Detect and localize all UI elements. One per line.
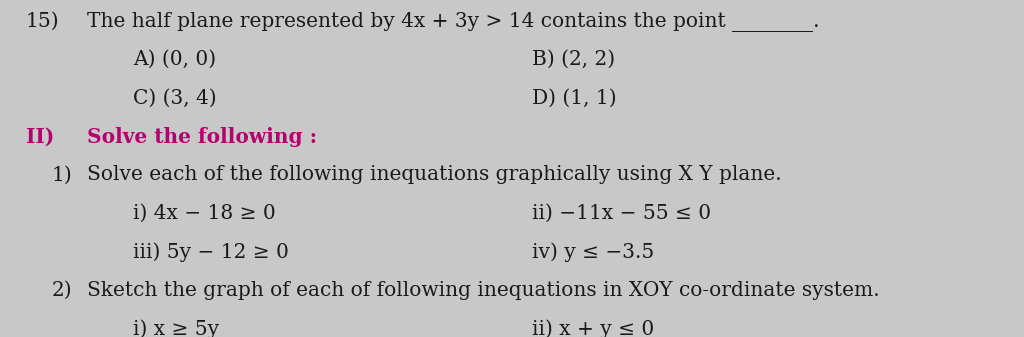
Text: Solve the following :: Solve the following :	[87, 127, 317, 147]
Text: iv) y ≤ −3.5: iv) y ≤ −3.5	[532, 242, 654, 262]
Text: 2): 2)	[51, 281, 72, 300]
Text: The half plane represented by 4x + 3y > 14 contains the point ________.: The half plane represented by 4x + 3y > …	[87, 12, 819, 32]
Text: B) (2, 2): B) (2, 2)	[532, 50, 615, 69]
Text: ii) −11x − 55 ≤ 0: ii) −11x − 55 ≤ 0	[532, 204, 712, 223]
Text: II): II)	[26, 127, 54, 147]
Text: iii) 5y − 12 ≥ 0: iii) 5y − 12 ≥ 0	[133, 242, 289, 262]
Text: 1): 1)	[51, 165, 72, 184]
Text: i) 4x − 18 ≥ 0: i) 4x − 18 ≥ 0	[133, 204, 275, 223]
Text: Sketch the graph of each of following inequations in XOY co-ordinate system.: Sketch the graph of each of following in…	[87, 281, 880, 300]
Text: A) (0, 0): A) (0, 0)	[133, 50, 216, 69]
Text: D) (1, 1): D) (1, 1)	[532, 89, 617, 108]
Text: i) x ≥ 5y: i) x ≥ 5y	[133, 319, 219, 337]
Text: 15): 15)	[26, 12, 59, 31]
Text: Solve each of the following inequations graphically using X Y plane.: Solve each of the following inequations …	[87, 165, 781, 184]
Text: C) (3, 4): C) (3, 4)	[133, 89, 217, 108]
Text: ii) x + y ≤ 0: ii) x + y ≤ 0	[532, 319, 654, 337]
